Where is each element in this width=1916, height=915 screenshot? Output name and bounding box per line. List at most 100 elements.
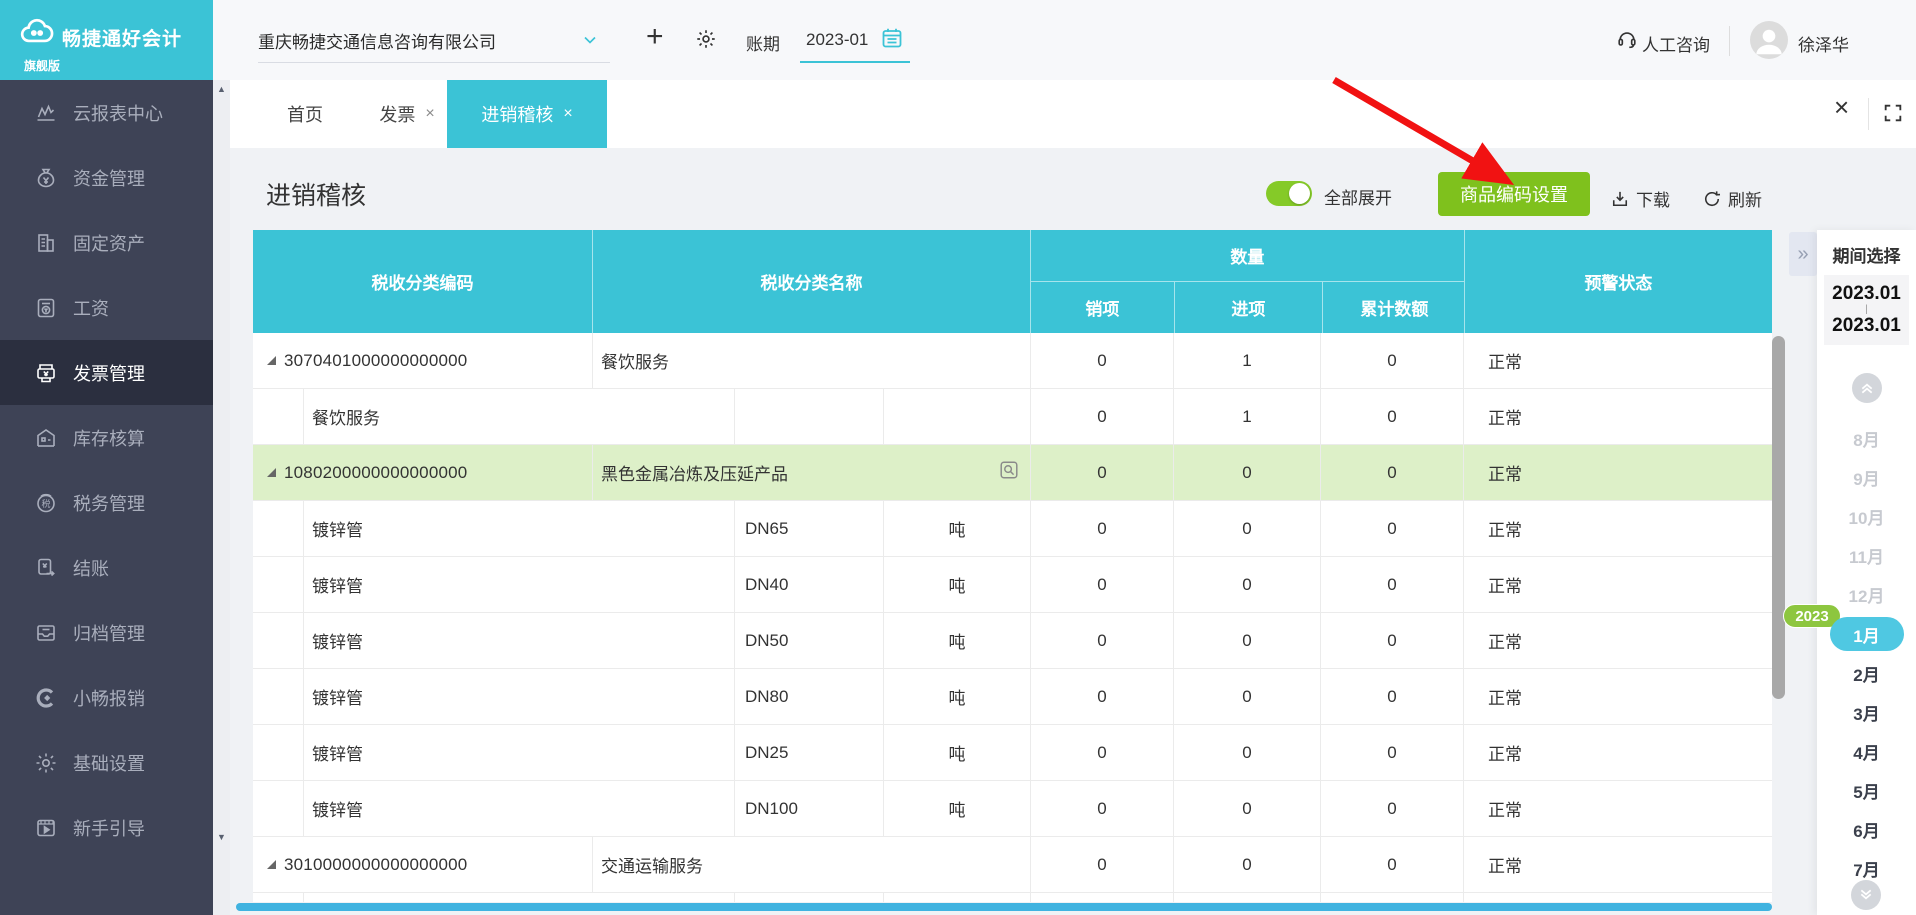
sidebar-scroll-track[interactable]: ▲ ▼ (213, 80, 230, 915)
month-item-11月[interactable]: 11月 (1817, 536, 1916, 575)
period-from[interactable]: 2023.01 (1832, 283, 1901, 304)
table-row[interactable]: 3010000000000000000 交通运输服务 0 0 0 正常 (253, 837, 1772, 893)
item-spec: DN40 (745, 574, 789, 594)
settings-gear-icon[interactable] (695, 28, 717, 50)
calendar-icon[interactable] (880, 26, 904, 50)
lei-value: 0 (1387, 406, 1397, 426)
row-xiao-cell: 0 (1031, 501, 1174, 556)
row-spec-cell: DN65 (735, 501, 884, 556)
tab-close-icon[interactable]: × (425, 105, 435, 122)
username[interactable]: 徐泽华 (1798, 36, 1849, 55)
month-list: 8月 9月 10月 11月 12月 1月 2月 3月 4月 5月 6月 7月 (1817, 419, 1916, 888)
refresh-label: 刷新 (1728, 191, 1762, 210)
help-link[interactable]: 人工咨询 (1642, 36, 1710, 55)
chevron-down-icon[interactable] (580, 30, 600, 50)
table-row[interactable]: 镀锌管 DN25 吨 0 0 0 正常 (253, 725, 1772, 781)
refresh-icon (1702, 189, 1722, 209)
headset-icon[interactable] (1616, 28, 1638, 50)
sidebar-scroll-up-icon[interactable]: ▲ (217, 84, 226, 94)
row-jin-cell: 0 (1174, 445, 1321, 500)
sidebar-item-invoice[interactable]: 发票管理 (0, 340, 213, 405)
row-xiao-cell: 0 (1031, 725, 1174, 780)
row-name-cell: 镀锌管 (304, 501, 735, 556)
table-row[interactable]: 镀锌管 DN80 吨 0 0 0 正常 (253, 669, 1772, 725)
table-row[interactable]: 镀锌管 DN65 吨 0 0 0 正常 (253, 501, 1772, 557)
sidebar-item-building[interactable]: 固定资产 (0, 210, 213, 275)
sidebar-scroll-down-icon[interactable]: ▼ (217, 832, 226, 842)
expand-triangle-icon[interactable] (267, 468, 276, 477)
table-row[interactable]: 1080200000000000000 黑色金属冶炼及压延产品 0 0 0 正常 (253, 445, 1772, 501)
month-item-3月[interactable]: 3月 (1817, 693, 1916, 732)
sidebar-item-warehouse[interactable]: 库存核算 (0, 405, 213, 470)
sidebar-item-tax[interactable]: 税 税务管理 (0, 470, 213, 535)
tab-发票[interactable]: 发票 × (352, 80, 462, 148)
table-row[interactable]: 镀锌管 DN40 吨 0 0 0 正常 (253, 557, 1772, 613)
refresh-button[interactable]: 刷新 (1702, 186, 1762, 211)
month-item-8月[interactable]: 8月 (1817, 419, 1916, 458)
month-label: 6月 (1853, 822, 1880, 841)
table-row[interactable]: 3070401000000000000 餐饮服务 0 1 0 正常 (253, 333, 1772, 389)
expand-triangle-icon[interactable] (267, 356, 276, 365)
table-row[interactable]: 镀锌管 DN100 吨 0 0 0 正常 (253, 781, 1772, 837)
month-item-1月[interactable]: 1月 (1817, 614, 1916, 654)
sidebar-item-chart[interactable]: 云报表中心 (0, 80, 213, 145)
sidebar-item-reimburse[interactable]: 小畅报销 (0, 665, 213, 730)
months-scroll-down-button[interactable] (1851, 880, 1881, 910)
row-status-cell: 正常 (1464, 837, 1772, 892)
company-selector[interactable]: 重庆畅捷交通信息咨询有限公司 (258, 33, 496, 52)
sidebar-item-moneybag[interactable]: 资金管理 (0, 145, 213, 210)
sidebar-item-closing[interactable]: 结账 (0, 535, 213, 600)
sidebar-item-archive[interactable]: 归档管理 (0, 600, 213, 665)
vertical-scrollbar[interactable] (1772, 336, 1785, 699)
period-to[interactable]: 2023.01 (1832, 315, 1901, 336)
item-unit: 吨 (948, 801, 966, 820)
period-value[interactable]: 2023-01 (806, 30, 869, 49)
item-name: 镀锌管 (312, 521, 363, 540)
status-value: 正常 (1488, 857, 1522, 876)
jin-value: 0 (1242, 854, 1252, 874)
month-item-10月[interactable]: 10月 (1817, 497, 1916, 536)
row-name-cell: 镀锌管 (304, 557, 735, 612)
sidebar-item-salary[interactable]: 工资 (0, 275, 213, 340)
expand-triangle-icon[interactable] (267, 860, 276, 869)
sidebar-item-gear[interactable]: 基础设置 (0, 730, 213, 795)
month-item-9月[interactable]: 9月 (1817, 458, 1916, 497)
jin-value: 1 (1242, 406, 1252, 426)
download-button[interactable]: 下载 (1610, 186, 1670, 211)
jin-value: 0 (1242, 518, 1252, 538)
month-label: 1月 (1853, 626, 1880, 646)
sidebar-item-guide[interactable]: 新手引导 (0, 795, 213, 860)
collapse-panel-button[interactable]: » (1789, 232, 1817, 276)
horizontal-scrollbar[interactable] (236, 903, 1772, 911)
month-item-4月[interactable]: 4月 (1817, 732, 1916, 771)
table-row[interactable]: 镀锌管 DN50 吨 0 0 0 正常 (253, 613, 1772, 669)
tab-首页[interactable]: 首页 (265, 80, 345, 148)
month-item-6月[interactable]: 6月 (1817, 810, 1916, 849)
row-code-cell: 1080200000000000000 (253, 445, 593, 500)
expand-all-toggle[interactable] (1266, 181, 1312, 206)
row-unit-cell: 吨 (884, 725, 1031, 780)
tab-进销稽核[interactable]: 进销稽核 × (447, 80, 607, 148)
period-range-box[interactable]: 2023.01 | 2023.01 (1824, 275, 1909, 345)
month-item-5月[interactable]: 5月 (1817, 771, 1916, 810)
avatar[interactable] (1750, 21, 1788, 59)
sidebar-item-label: 工资 (73, 298, 109, 319)
row-jin-cell: 0 (1174, 669, 1321, 724)
months-scroll-up-button[interactable] (1851, 373, 1882, 403)
month-item-2月[interactable]: 2月 (1817, 654, 1916, 693)
xiao-value: 0 (1097, 462, 1107, 482)
fullscreen-expand-icon[interactable] (1882, 102, 1904, 124)
month-item-12月[interactable]: 12月 (1817, 575, 1916, 614)
product-code-settings-button[interactable]: 商品编码设置 (1438, 172, 1590, 216)
magnifier-icon[interactable] (998, 459, 1020, 486)
row-xiao-cell: 0 (1031, 445, 1174, 500)
add-account-button[interactable]: + (646, 20, 664, 53)
month-item-7月[interactable]: 7月 (1817, 849, 1916, 888)
status-value: 正常 (1488, 689, 1522, 708)
table-row[interactable]: 餐饮服务 0 1 0 正常 (253, 389, 1772, 445)
month-label: 12月 (1848, 587, 1885, 606)
tab-close-icon[interactable]: × (563, 105, 573, 122)
close-workspace-icon[interactable]: × (1834, 92, 1850, 122)
month-selected-pill[interactable]: 1月 (1829, 617, 1904, 651)
